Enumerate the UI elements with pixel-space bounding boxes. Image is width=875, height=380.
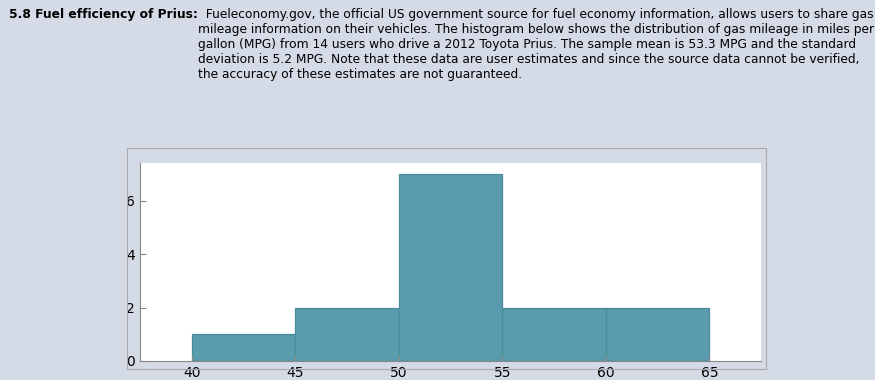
- Bar: [399, 174, 502, 361]
- Text: 5.8 Fuel efficiency of Prius:: 5.8 Fuel efficiency of Prius:: [9, 8, 198, 21]
- Bar: [502, 307, 606, 361]
- Bar: [192, 334, 295, 361]
- Bar: [296, 307, 399, 361]
- Bar: [606, 307, 710, 361]
- Text: Fueleconomy.gov, the official US government source for fuel economy information,: Fueleconomy.gov, the official US governm…: [198, 8, 874, 81]
